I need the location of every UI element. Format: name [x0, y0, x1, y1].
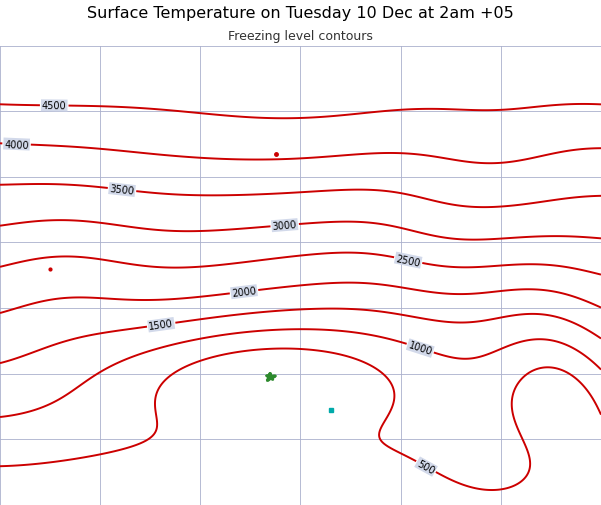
Text: 3000: 3000: [272, 220, 297, 232]
Text: 2500: 2500: [395, 253, 421, 268]
Polygon shape: [266, 373, 276, 381]
Text: 1500: 1500: [148, 319, 174, 332]
Text: 4500: 4500: [42, 101, 67, 111]
Text: 1000: 1000: [407, 340, 433, 357]
Text: 4000: 4000: [4, 139, 29, 150]
Text: Surface Temperature on Tuesday 10 Dec at 2am +05: Surface Temperature on Tuesday 10 Dec at…: [87, 6, 514, 21]
Text: 2000: 2000: [231, 286, 257, 298]
Text: 3500: 3500: [109, 184, 135, 196]
Text: Freezing level contours: Freezing level contours: [228, 30, 373, 43]
Text: 500: 500: [415, 458, 436, 476]
